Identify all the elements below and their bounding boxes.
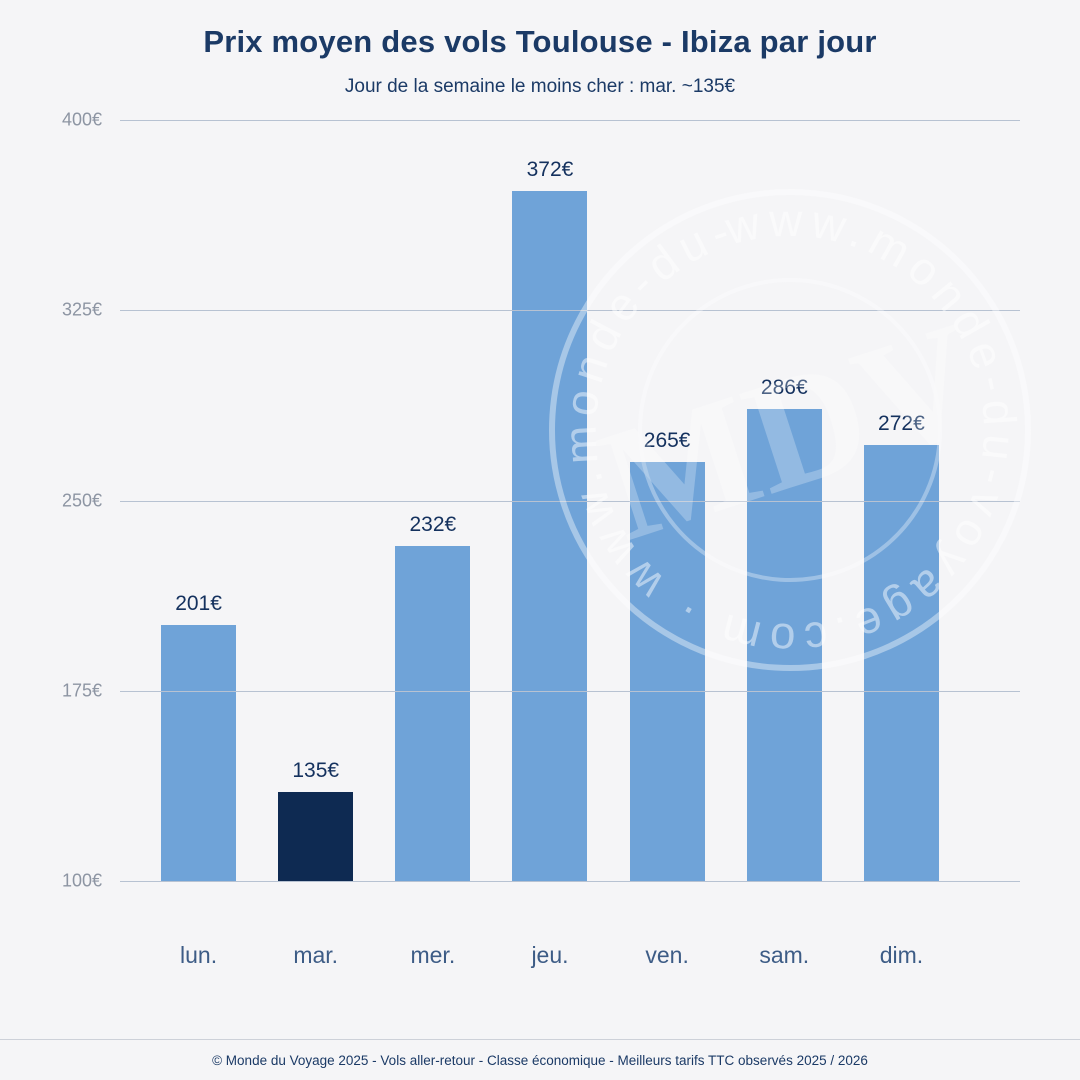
bar-value-label: 265€ xyxy=(643,429,691,453)
bar-value-label: 286€ xyxy=(760,376,808,400)
bar-column: 265€ xyxy=(609,120,726,881)
x-axis-label: ven. xyxy=(645,942,689,968)
bar-column: 135€ xyxy=(257,120,374,881)
bar xyxy=(161,624,237,881)
bar xyxy=(512,191,588,881)
bar-highlighted xyxy=(278,792,354,881)
bar-value-label: 232€ xyxy=(409,513,457,537)
gridline xyxy=(120,881,1020,882)
bar-column: 372€ xyxy=(491,120,608,881)
y-axis-tick-label: 400€ xyxy=(61,109,102,130)
x-axis-label: jeu. xyxy=(531,942,569,968)
gridline xyxy=(120,690,1020,692)
y-axis-tick-label: 250€ xyxy=(61,490,102,510)
y-axis-tick-label: 175€ xyxy=(61,680,102,701)
footer-note: © Monde du Voyage 2025 - Vols aller-reto… xyxy=(0,1039,1080,1080)
bar xyxy=(746,409,822,881)
x-axis-label: mer. xyxy=(410,942,456,968)
gridline xyxy=(120,120,1020,121)
bar xyxy=(863,444,939,881)
bar-value-label: 272€ xyxy=(878,411,925,435)
bar xyxy=(629,462,705,881)
bar xyxy=(395,546,471,881)
x-axis-label: dim. xyxy=(879,942,924,968)
x-axis-label: lun. xyxy=(180,942,218,968)
bars-container: 201€ 135€ 232€ 372€ 265€ 286€ 272€ xyxy=(140,120,960,881)
bar-column: 272€ xyxy=(843,120,960,881)
x-axis-label: mar. xyxy=(293,942,339,968)
bar-value-label: 135€ xyxy=(292,759,340,783)
bar-column: 232€ xyxy=(374,120,491,881)
gridline xyxy=(120,310,1020,312)
bar-value-label: 201€ xyxy=(175,591,222,615)
chart-plot-area: 201€ 135€ 232€ 372€ 265€ 286€ 272€ 400€ 325€ 250… xyxy=(62,110,1020,891)
bar-column: 286€ xyxy=(726,120,843,881)
chart-subtitle: Jour de la semaine le moins cher : mar. … xyxy=(344,76,736,97)
page-title: Prix moyen des vols Toulouse - Ibiza par… xyxy=(203,24,877,59)
bar-column: 201€ xyxy=(140,120,257,881)
y-axis-tick-label: 325€ xyxy=(61,299,102,320)
x-axis-labels: lun. mar. mer. jeu. ven. sam. dim. xyxy=(140,942,960,969)
x-axis-label: sam. xyxy=(759,942,810,968)
gridline xyxy=(120,500,1020,502)
y-axis-tick-label: 100€ xyxy=(61,870,102,891)
bar-value-label: 372€ xyxy=(526,158,574,182)
